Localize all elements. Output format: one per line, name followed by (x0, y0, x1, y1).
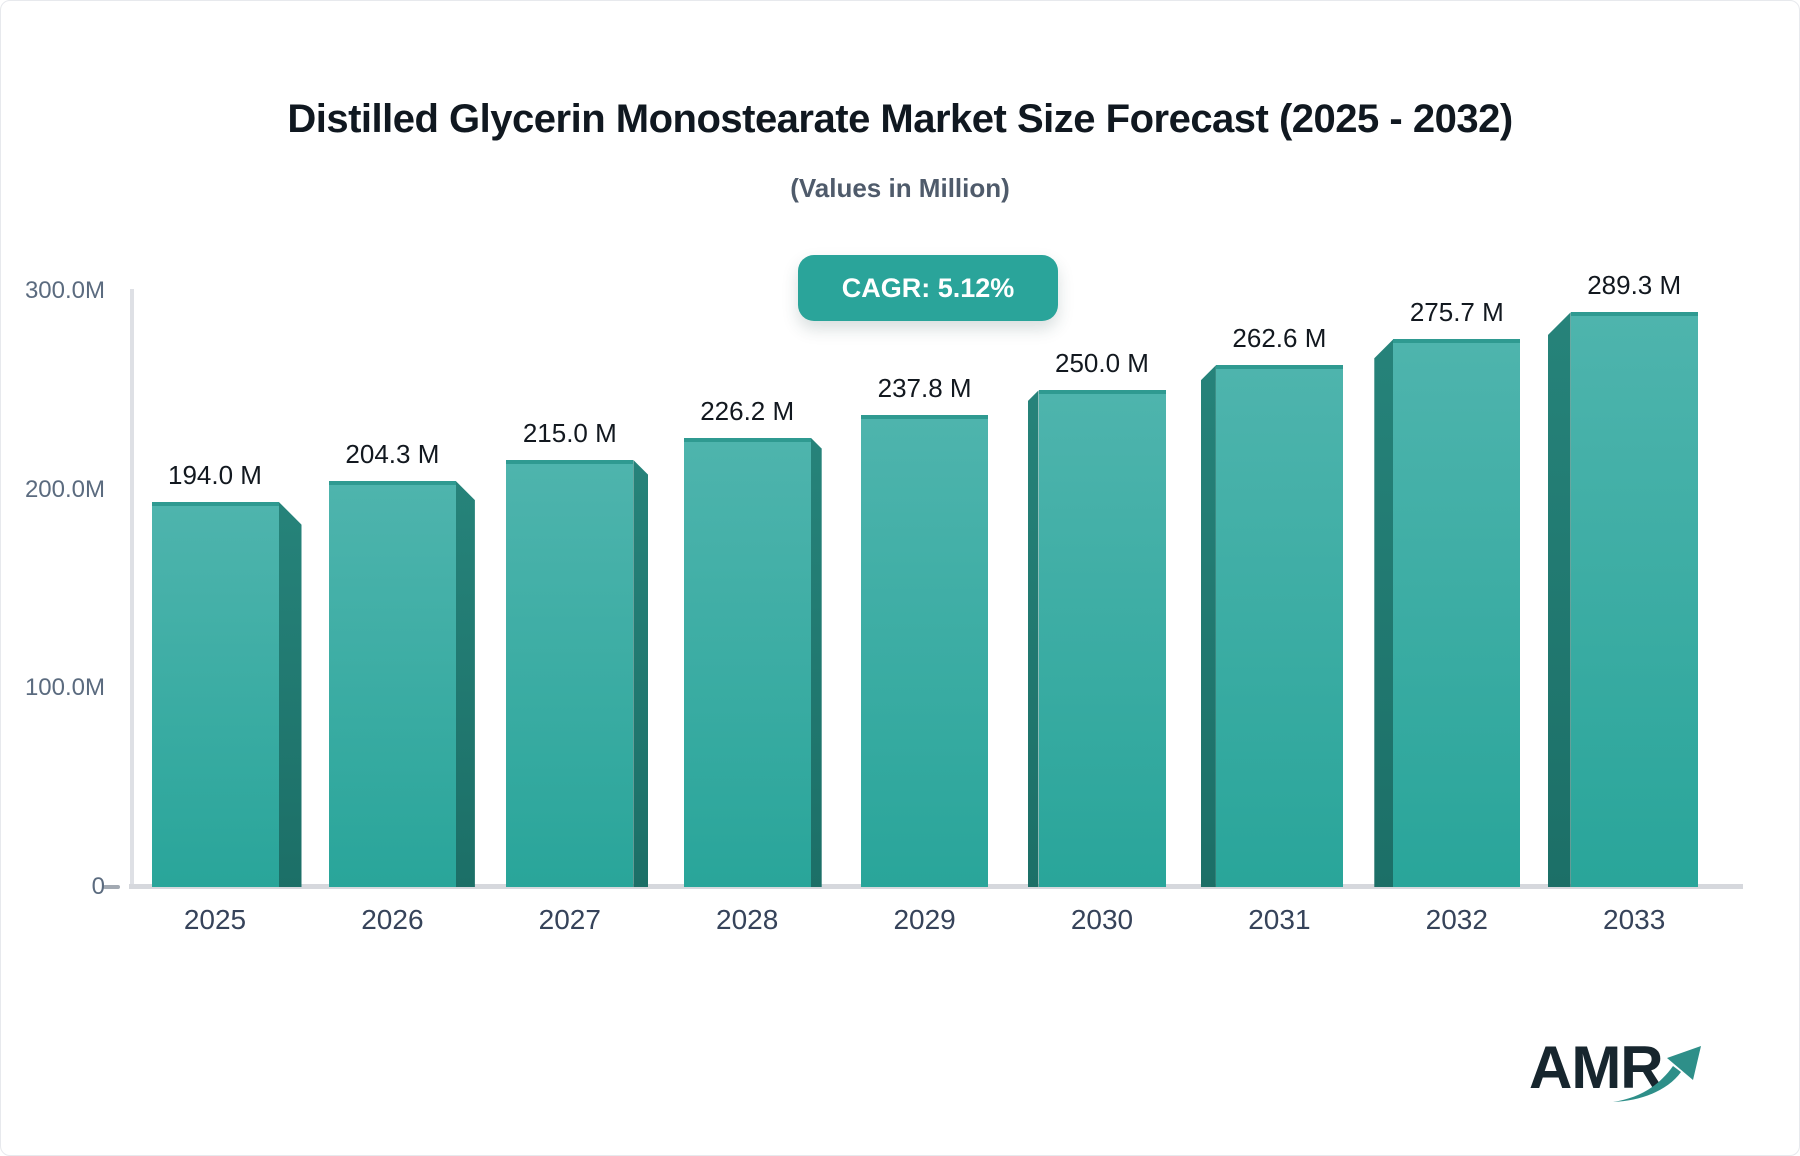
x-axis-label: 2025 (183, 904, 247, 935)
y-axis-tick-label: 300.0M (24, 277, 105, 304)
bar-value-label: 215.0 M (522, 417, 617, 448)
bar-value-label: 194.0 M (168, 459, 262, 490)
x-axis-label: 2027 (538, 904, 601, 935)
chart-title: Distilled Glycerin Monostearate Market S… (287, 97, 1513, 141)
x-axis-label: 2028 (716, 904, 779, 935)
bar-2032 (1393, 339, 1521, 887)
y-axis-line (130, 289, 134, 887)
zero-tick-mark (103, 885, 120, 889)
bar-value-label: 262.6 M (1232, 323, 1327, 354)
bar-2029 (861, 414, 989, 887)
chart-subtitle: (Values in Million) (790, 173, 1010, 203)
bar-2028 (683, 437, 811, 887)
x-axis-label: 2031 (1248, 904, 1311, 935)
bar-value-label: 226.2 M (700, 395, 795, 426)
y-axis-tick-label: 0 (91, 873, 105, 900)
bar-2031 (1215, 365, 1343, 887)
x-axis-label: 2030 (1070, 904, 1134, 935)
bar-2026 (328, 481, 456, 887)
cagr-badge: CAGR: 5.12% (798, 255, 1058, 321)
bar-2033 (1570, 312, 1698, 887)
y-axis-tick-label: 200.0M (24, 475, 105, 503)
bar-3d-side (810, 437, 822, 887)
bar-3d-side (1027, 390, 1039, 887)
bar-2025 (151, 501, 279, 887)
x-axis-label: 2029 (893, 904, 956, 935)
amr-logo-text: AMR (1529, 1034, 1664, 1101)
x-axis-label: 2026 (361, 904, 424, 935)
bar-value-label: 237.8 M (877, 372, 972, 403)
bar-3d-side (278, 501, 302, 887)
x-axis-label: 2032 (1425, 904, 1488, 935)
amr-logo: AMR (1529, 1027, 1729, 1127)
x-axis-label: 2033 (1603, 904, 1666, 935)
bar-2030 (1038, 390, 1166, 887)
bar-3d-side (1547, 312, 1571, 887)
bar-3d-side (455, 481, 475, 887)
bar-3d-side (1200, 365, 1216, 887)
bar-value-label: 289.3 M (1587, 270, 1682, 301)
bar-3d-side (633, 459, 649, 887)
bar-3d-side (1374, 339, 1394, 887)
bar-2027 (506, 459, 634, 887)
bar-value-label: 250.0 M (1055, 348, 1149, 379)
bar-value-label: 275.7 M (1409, 297, 1504, 328)
growth-arrow-icon (1613, 1046, 1701, 1102)
bar-value-label: 204.3 M (345, 439, 440, 470)
y-axis-tick-label: 100.0M (24, 674, 105, 702)
